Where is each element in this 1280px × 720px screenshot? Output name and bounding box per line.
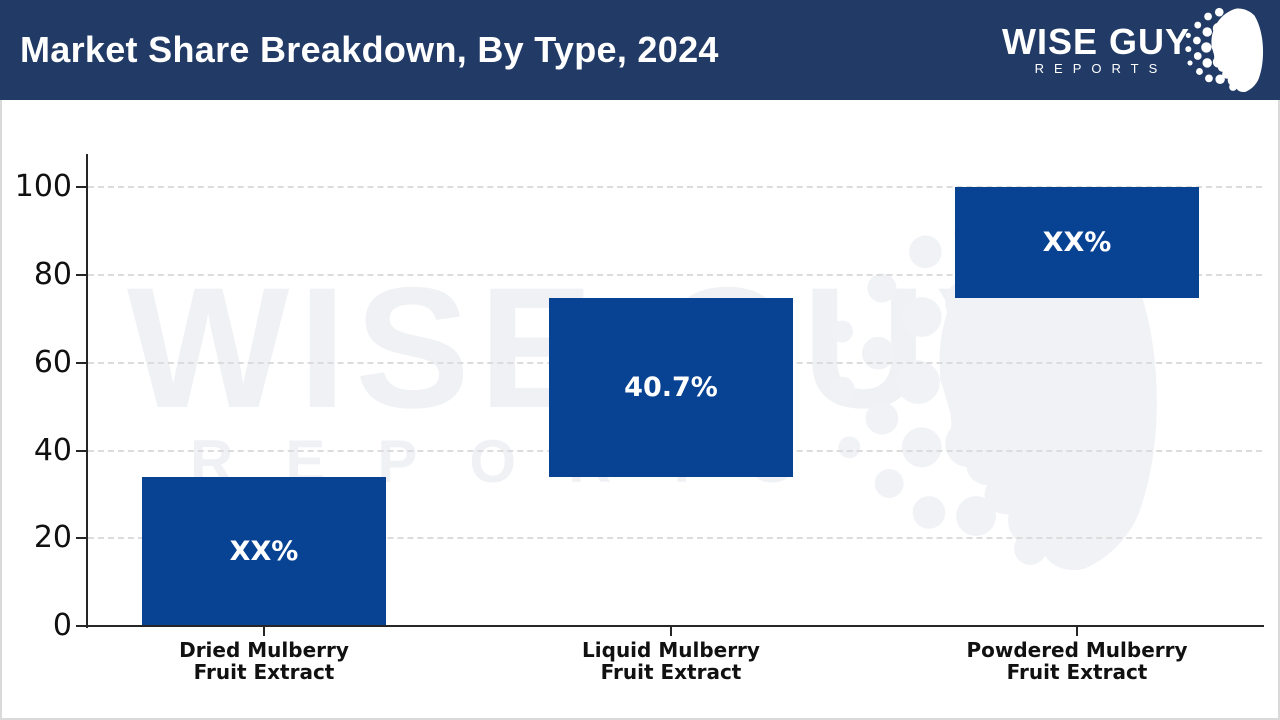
y-tick-label: 40 [33, 432, 72, 468]
gridline [88, 274, 1262, 276]
category-label-powdered: Powdered Mulberry Fruit Extract [917, 639, 1237, 683]
y-tick-mark [76, 186, 86, 189]
x-tick-mark [670, 627, 672, 636]
gridline [88, 186, 1262, 189]
page-title: Market Share Breakdown, By Type, 2024 [20, 29, 719, 70]
y-tick-label: 20 [33, 520, 72, 556]
y-tick-mark [76, 625, 86, 627]
y-tick-label: 0 [52, 608, 72, 643]
category-line1: Liquid Mulberry [582, 638, 760, 662]
y-tick-mark [76, 537, 86, 540]
bar-value-label: XX% [1042, 227, 1112, 259]
y-tick-mark [76, 274, 86, 276]
bar-dried-mulberry: XX% [142, 476, 386, 626]
y-tick-label: 60 [33, 344, 72, 380]
header-bar: Market Share Breakdown, By Type, 2024 WI… [0, 0, 1280, 100]
y-axis-line [86, 154, 88, 628]
y-tick-mark [76, 449, 86, 452]
wiseguy-logo-text: WISE GUY REPORTS [1002, 23, 1190, 77]
y-tick-mark [76, 361, 86, 364]
bar-value-label: XX% [229, 535, 299, 567]
gridline [88, 537, 1262, 540]
category-line2: Fruit Extract [193, 660, 335, 684]
category-label-liquid: Liquid Mulberry Fruit Extract [511, 639, 831, 683]
y-tick-label: 80 [33, 257, 72, 292]
category-line1: Dried Mulberry [179, 638, 349, 662]
category-label-dried: Dried Mulberry Fruit Extract [104, 639, 424, 683]
logo-wordmark: WISE GUY [1001, 21, 1190, 62]
x-axis-line [86, 625, 1264, 627]
category-line1: Powdered Mulberry [966, 638, 1188, 662]
x-tick-mark [263, 627, 265, 636]
plot-area: 0 20 40 60 80 100 XX% Dried Mulberry Fruit Ex… [15, 154, 1264, 683]
category-line2: Fruit Extract [1006, 660, 1148, 684]
chart-area: WISE GUY REPORTS 0 20 40 60 80 100 XX% Dried … [0, 100, 1280, 720]
x-tick-mark [1076, 627, 1078, 636]
bar-powdered-mulberry: XX% [955, 187, 1199, 299]
wiseguy-dotted-face-icon [1185, 7, 1264, 93]
category-line2: Fruit Extract [600, 660, 742, 684]
logo-subtitle: REPORTS [1034, 61, 1168, 76]
bar-liquid-mulberry: 40.7% [549, 298, 793, 477]
y-tick-label: 100 [14, 169, 72, 205]
wiseguy-logo: WISE GUY REPORTS [1002, 7, 1280, 93]
bar-value-label: 40.7% [624, 371, 718, 403]
